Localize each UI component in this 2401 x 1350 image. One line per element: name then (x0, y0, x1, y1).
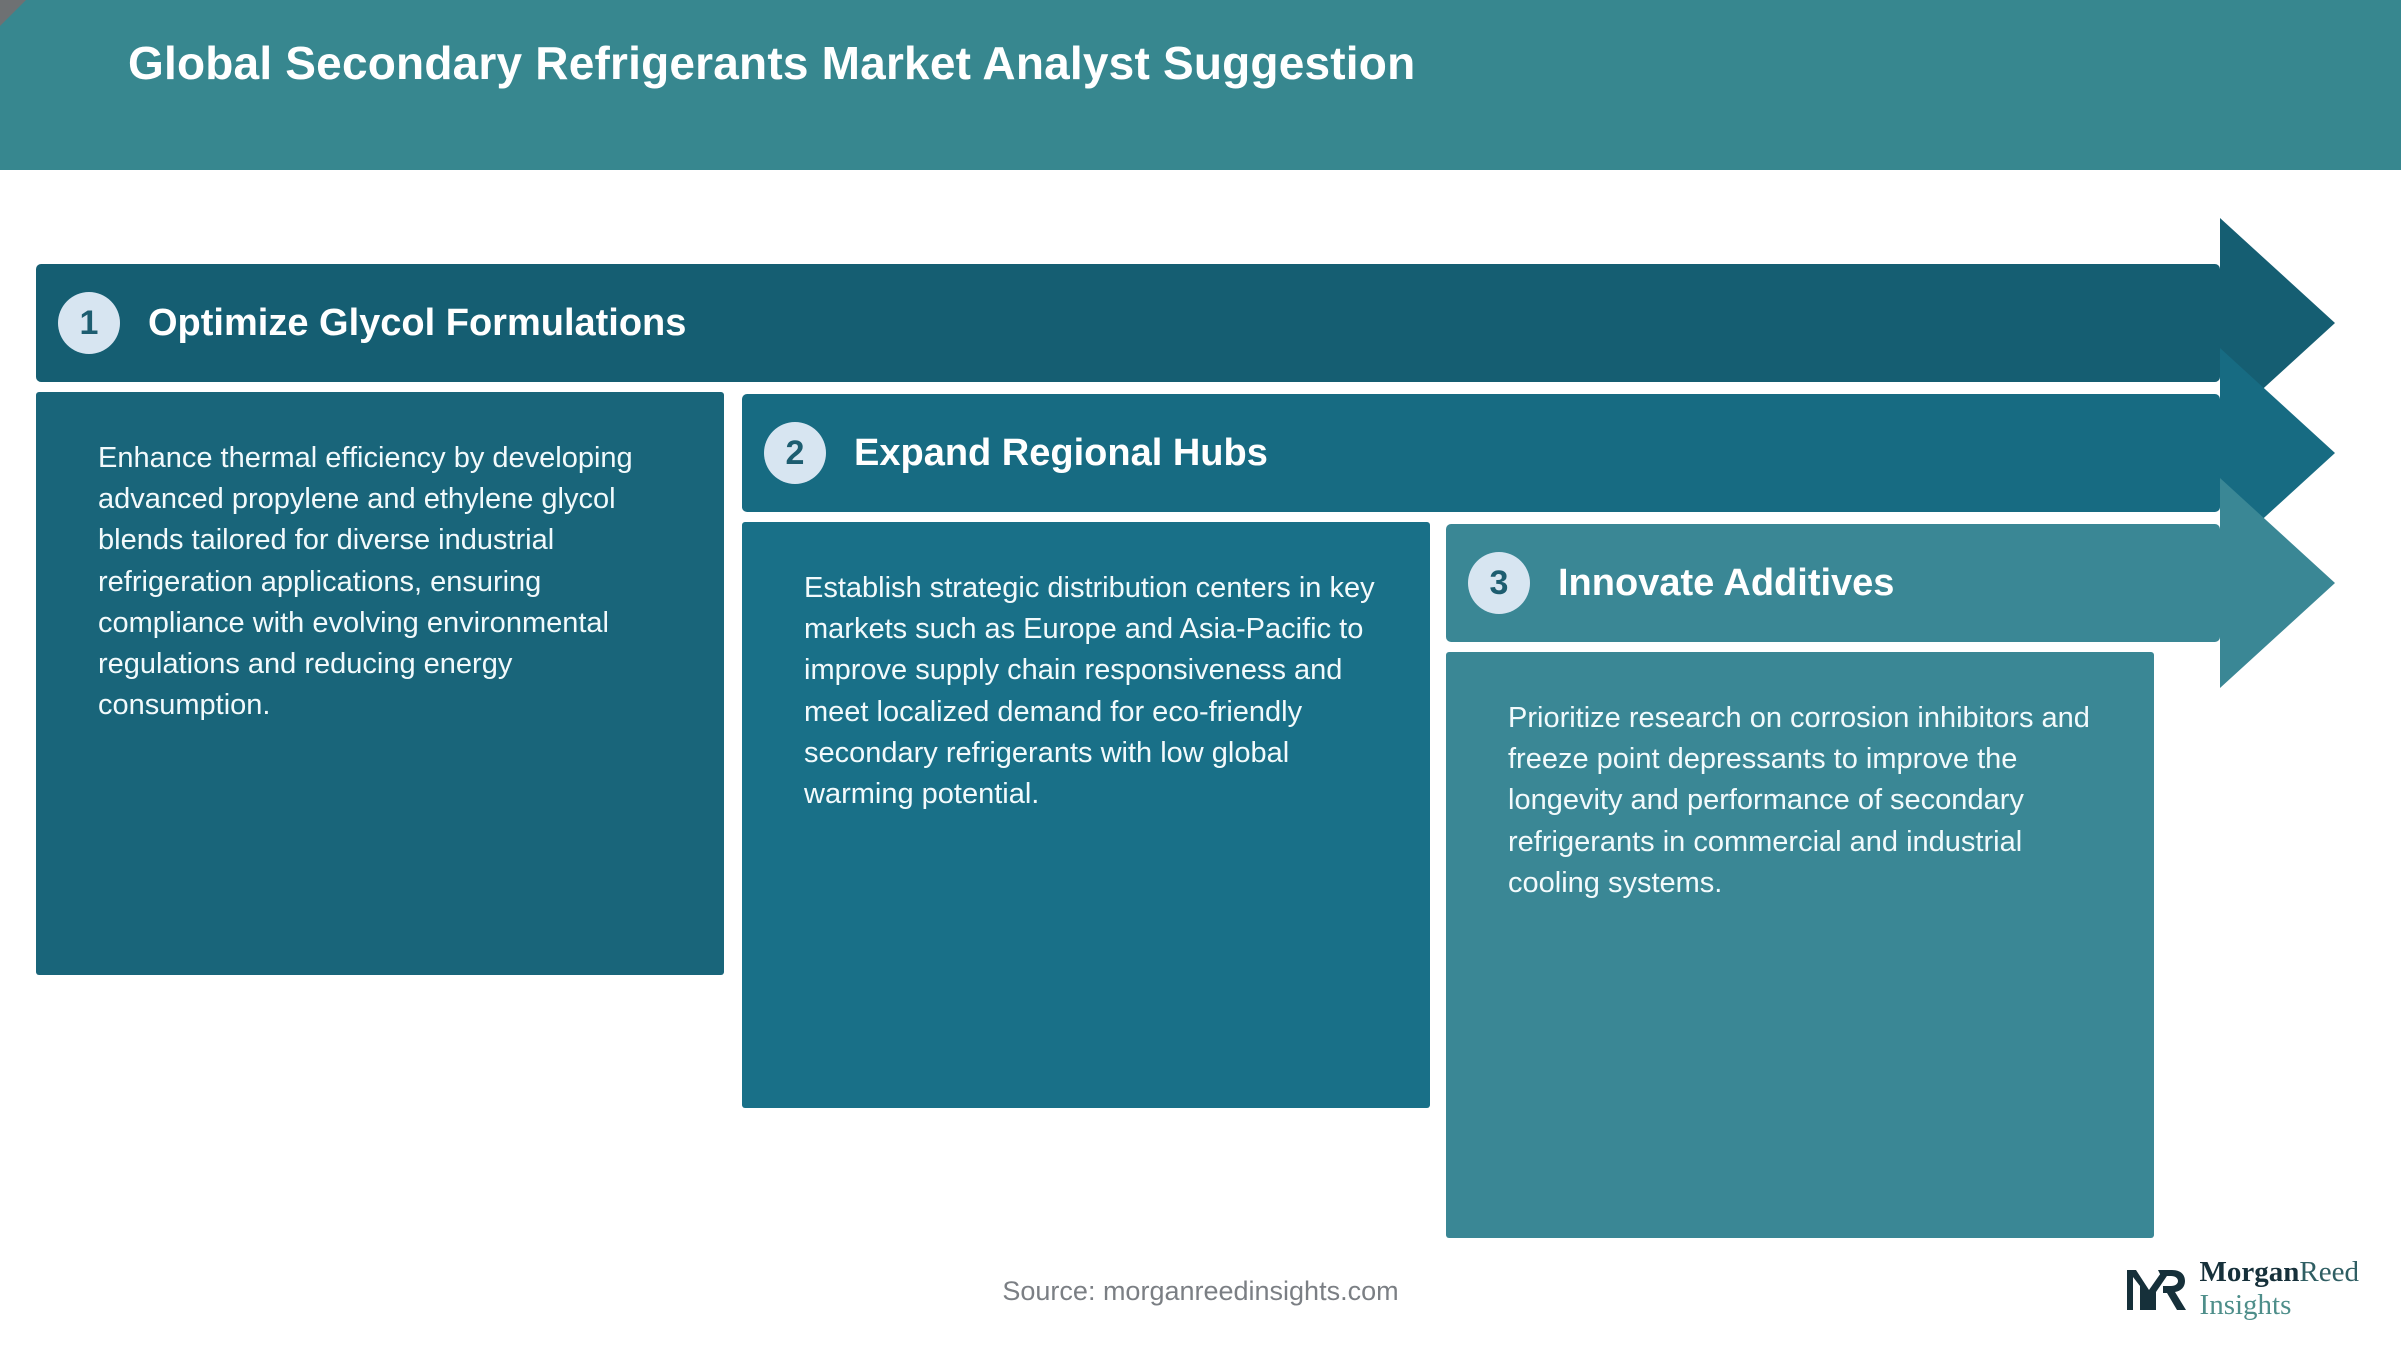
step-number-2: 2 (764, 422, 826, 484)
logo-wordmark: MorganReed Insights (2200, 1258, 2359, 1320)
arrow-shaft-2 (742, 394, 2220, 512)
step-title-3: Innovate Additives (1558, 561, 1895, 604)
arrow-row-1: 1 Optimize Glycol Formulations (36, 218, 2335, 428)
arrow-row-2: 2 Expand Regional Hubs (742, 348, 2335, 558)
step-card-1: Enhance thermal efficiency by developing… (36, 392, 724, 975)
arrow-label-group-1: 1 Optimize Glycol Formulations (36, 264, 686, 382)
arrow-shaft-3 (1446, 524, 2220, 642)
header-bar: Global Secondary Refrigerants Market Ana… (0, 0, 2401, 170)
arrow-head-icon-3 (2220, 478, 2335, 688)
corner-fold-icon (0, 0, 26, 26)
step-number-3: 3 (1468, 552, 1530, 614)
step-body-1: Enhance thermal efficiency by developing… (98, 442, 633, 722)
source-note: Source: morganreedinsights.com (1002, 1276, 1399, 1306)
arrow-label-group-2: 2 Expand Regional Hubs (742, 394, 1268, 512)
arrow-row-3: 3 Innovate Additives (1446, 478, 2335, 688)
step-card-2: Establish strategic distribution centers… (742, 522, 1430, 1108)
mr-monogram-icon (2126, 1270, 2186, 1310)
logo-morgan: Morgan (2199, 1256, 2300, 1288)
morganreed-logo: MorganReed Insights (2125, 1258, 2359, 1320)
step-title-2: Expand Regional Hubs (854, 431, 1268, 474)
step-card-3: Prioritize research on corrosion inhibit… (1446, 652, 2154, 1238)
step-body-2: Establish strategic distribution centers… (804, 572, 1375, 810)
step-number-1: 1 (58, 292, 120, 354)
arrow-shaft-1 (36, 264, 2220, 382)
step-body-3: Prioritize research on corrosion inhibit… (1508, 702, 2090, 899)
logo-insights: Insights (2199, 1289, 2292, 1321)
logo-reed: Reed (2299, 1256, 2359, 1288)
logo-line-one: MorganReed (2200, 1258, 2359, 1287)
step-title-1: Optimize Glycol Formulations (148, 301, 687, 344)
page-title: Global Secondary Refrigerants Market Ana… (128, 37, 1416, 89)
arrow-label-group-3: 3 Innovate Additives (1446, 524, 1894, 642)
